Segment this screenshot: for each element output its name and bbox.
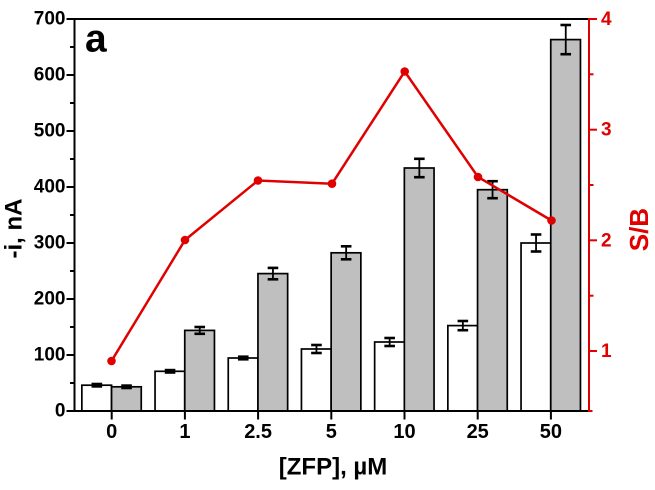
- svg-text:700: 700: [34, 9, 66, 30]
- svg-text:25: 25: [467, 421, 489, 443]
- svg-text:2: 2: [601, 230, 612, 251]
- svg-text:2.5: 2.5: [244, 421, 272, 443]
- svg-text:S/B: S/B: [624, 208, 654, 251]
- svg-text:300: 300: [34, 233, 66, 254]
- svg-text:100: 100: [34, 345, 66, 366]
- svg-text:3: 3: [601, 120, 612, 141]
- svg-text:4: 4: [601, 9, 612, 30]
- svg-text:1: 1: [179, 421, 190, 443]
- svg-text:a: a: [85, 18, 107, 61]
- svg-text:400: 400: [34, 177, 66, 198]
- svg-text:600: 600: [34, 65, 66, 86]
- svg-text:10: 10: [393, 421, 415, 443]
- svg-text:500: 500: [34, 121, 66, 142]
- svg-text:-i, nA: -i, nA: [1, 199, 28, 259]
- svg-text:5: 5: [326, 421, 337, 443]
- svg-text:200: 200: [34, 289, 66, 310]
- svg-text:[ZFP], µM: [ZFP], µM: [279, 454, 387, 481]
- svg-text:50: 50: [540, 421, 562, 443]
- svg-text:1: 1: [601, 341, 612, 362]
- svg-text:0: 0: [106, 421, 117, 443]
- svg-text:0: 0: [55, 401, 66, 422]
